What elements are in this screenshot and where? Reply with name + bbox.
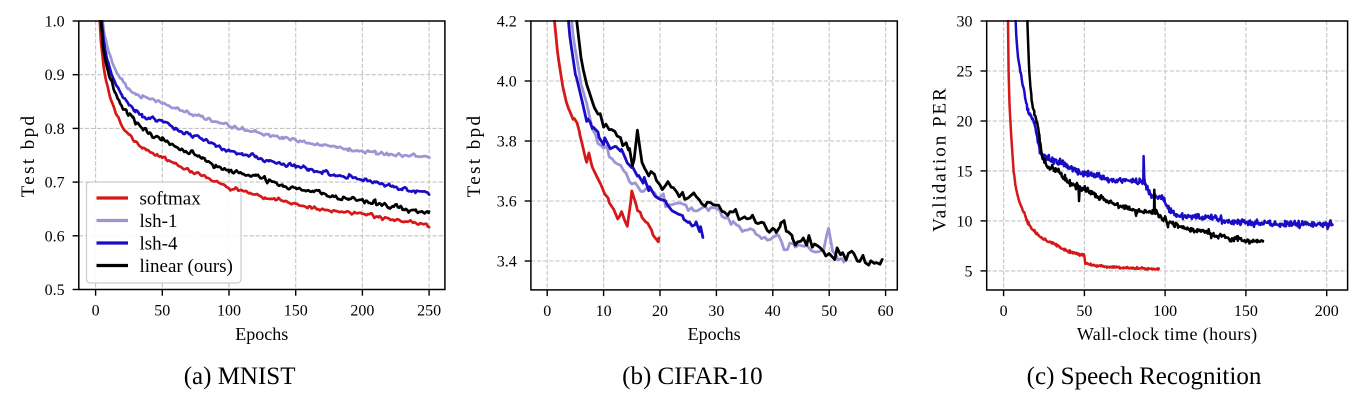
svg-text:4.0: 4.0 [497, 74, 517, 91]
svg-text:softmax: softmax [140, 189, 202, 210]
svg-text:20: 20 [652, 303, 668, 320]
svg-text:lsh-4: lsh-4 [140, 234, 179, 255]
svg-text:Epochs: Epochs [688, 324, 741, 344]
svg-text:lsh-1: lsh-1 [140, 211, 178, 232]
svg-text:60: 60 [878, 303, 894, 320]
svg-text:0: 0 [543, 303, 551, 320]
svg-text:15: 15 [957, 163, 973, 180]
svg-text:0.6: 0.6 [45, 228, 65, 245]
svg-text:50: 50 [1076, 303, 1092, 320]
svg-text:30: 30 [957, 14, 973, 31]
svg-text:0.5: 0.5 [45, 282, 65, 299]
svg-text:(b) CIFAR-10: (b) CIFAR-10 [622, 363, 763, 390]
svg-text:200: 200 [1315, 303, 1339, 320]
svg-text:150: 150 [284, 303, 308, 320]
svg-text:100: 100 [1153, 303, 1177, 320]
svg-text:0: 0 [92, 303, 100, 320]
svg-text:150: 150 [1234, 303, 1258, 320]
svg-text:0: 0 [1000, 303, 1008, 320]
svg-text:1.0: 1.0 [45, 14, 65, 31]
svg-text:0.8: 0.8 [45, 121, 65, 138]
svg-text:Validation PER: Validation PER [930, 86, 951, 232]
svg-text:Test bpd: Test bpd [18, 114, 39, 198]
svg-text:Epochs: Epochs [235, 324, 288, 344]
svg-text:100: 100 [217, 303, 241, 320]
svg-text:5: 5 [965, 263, 973, 280]
svg-text:linear (ours): linear (ours) [140, 256, 233, 277]
svg-text:3.8: 3.8 [497, 134, 517, 151]
svg-text:50: 50 [154, 303, 170, 320]
svg-text:20: 20 [957, 114, 973, 131]
svg-text:10: 10 [596, 303, 612, 320]
svg-text:40: 40 [765, 303, 781, 320]
svg-text:3.4: 3.4 [497, 254, 517, 271]
svg-text:50: 50 [821, 303, 837, 320]
svg-text:30: 30 [708, 303, 724, 320]
svg-text:(c) Speech Recognition: (c) Speech Recognition [1027, 363, 1262, 390]
svg-text:Test bpd: Test bpd [464, 114, 485, 198]
svg-text:0.7: 0.7 [45, 175, 65, 192]
svg-text:250: 250 [417, 303, 441, 320]
svg-text:200: 200 [350, 303, 374, 320]
svg-text:10: 10 [957, 213, 973, 230]
svg-text:4.2: 4.2 [497, 14, 517, 31]
svg-text:25: 25 [957, 64, 973, 81]
svg-text:3.6: 3.6 [497, 194, 517, 211]
svg-text:0.9: 0.9 [45, 67, 65, 84]
svg-text:(a) MNIST: (a) MNIST [184, 363, 296, 390]
svg-text:Wall-clock time (hours): Wall-clock time (hours) [1077, 324, 1258, 345]
